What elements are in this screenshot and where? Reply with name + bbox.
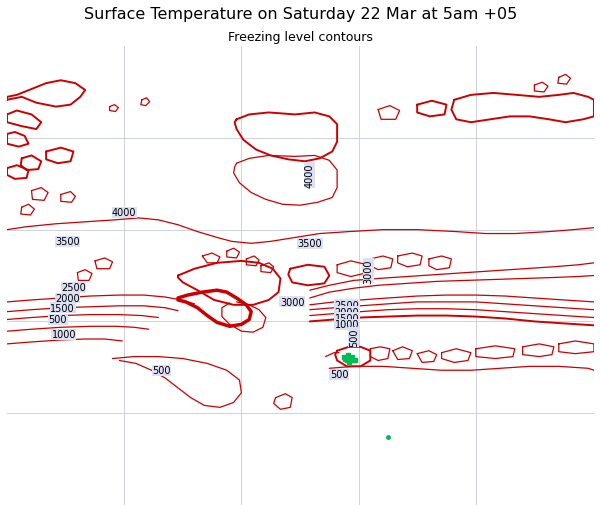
- Text: 2000: 2000: [55, 293, 80, 304]
- Text: 500: 500: [330, 370, 349, 379]
- Text: 2000: 2000: [335, 307, 359, 317]
- Text: 4000: 4000: [112, 208, 136, 218]
- Text: 3000: 3000: [364, 259, 373, 283]
- Text: 1500: 1500: [50, 303, 75, 313]
- Text: 1000: 1000: [52, 329, 76, 339]
- Text: 500: 500: [349, 328, 359, 346]
- Text: Freezing level contours: Freezing level contours: [228, 31, 373, 44]
- Text: 1500: 1500: [335, 313, 359, 323]
- Text: 500: 500: [49, 315, 67, 325]
- Text: 3000: 3000: [280, 297, 305, 307]
- Text: 4000: 4000: [305, 164, 315, 188]
- Text: 3500: 3500: [297, 239, 322, 249]
- Text: 2500: 2500: [61, 283, 86, 293]
- Text: 500: 500: [152, 366, 171, 376]
- Text: 1000: 1000: [335, 320, 359, 330]
- Text: 3500: 3500: [55, 237, 80, 247]
- Text: 2500: 2500: [335, 300, 359, 310]
- Text: Surface Temperature on Saturday 22 Mar at 5am +05: Surface Temperature on Saturday 22 Mar a…: [84, 7, 517, 22]
